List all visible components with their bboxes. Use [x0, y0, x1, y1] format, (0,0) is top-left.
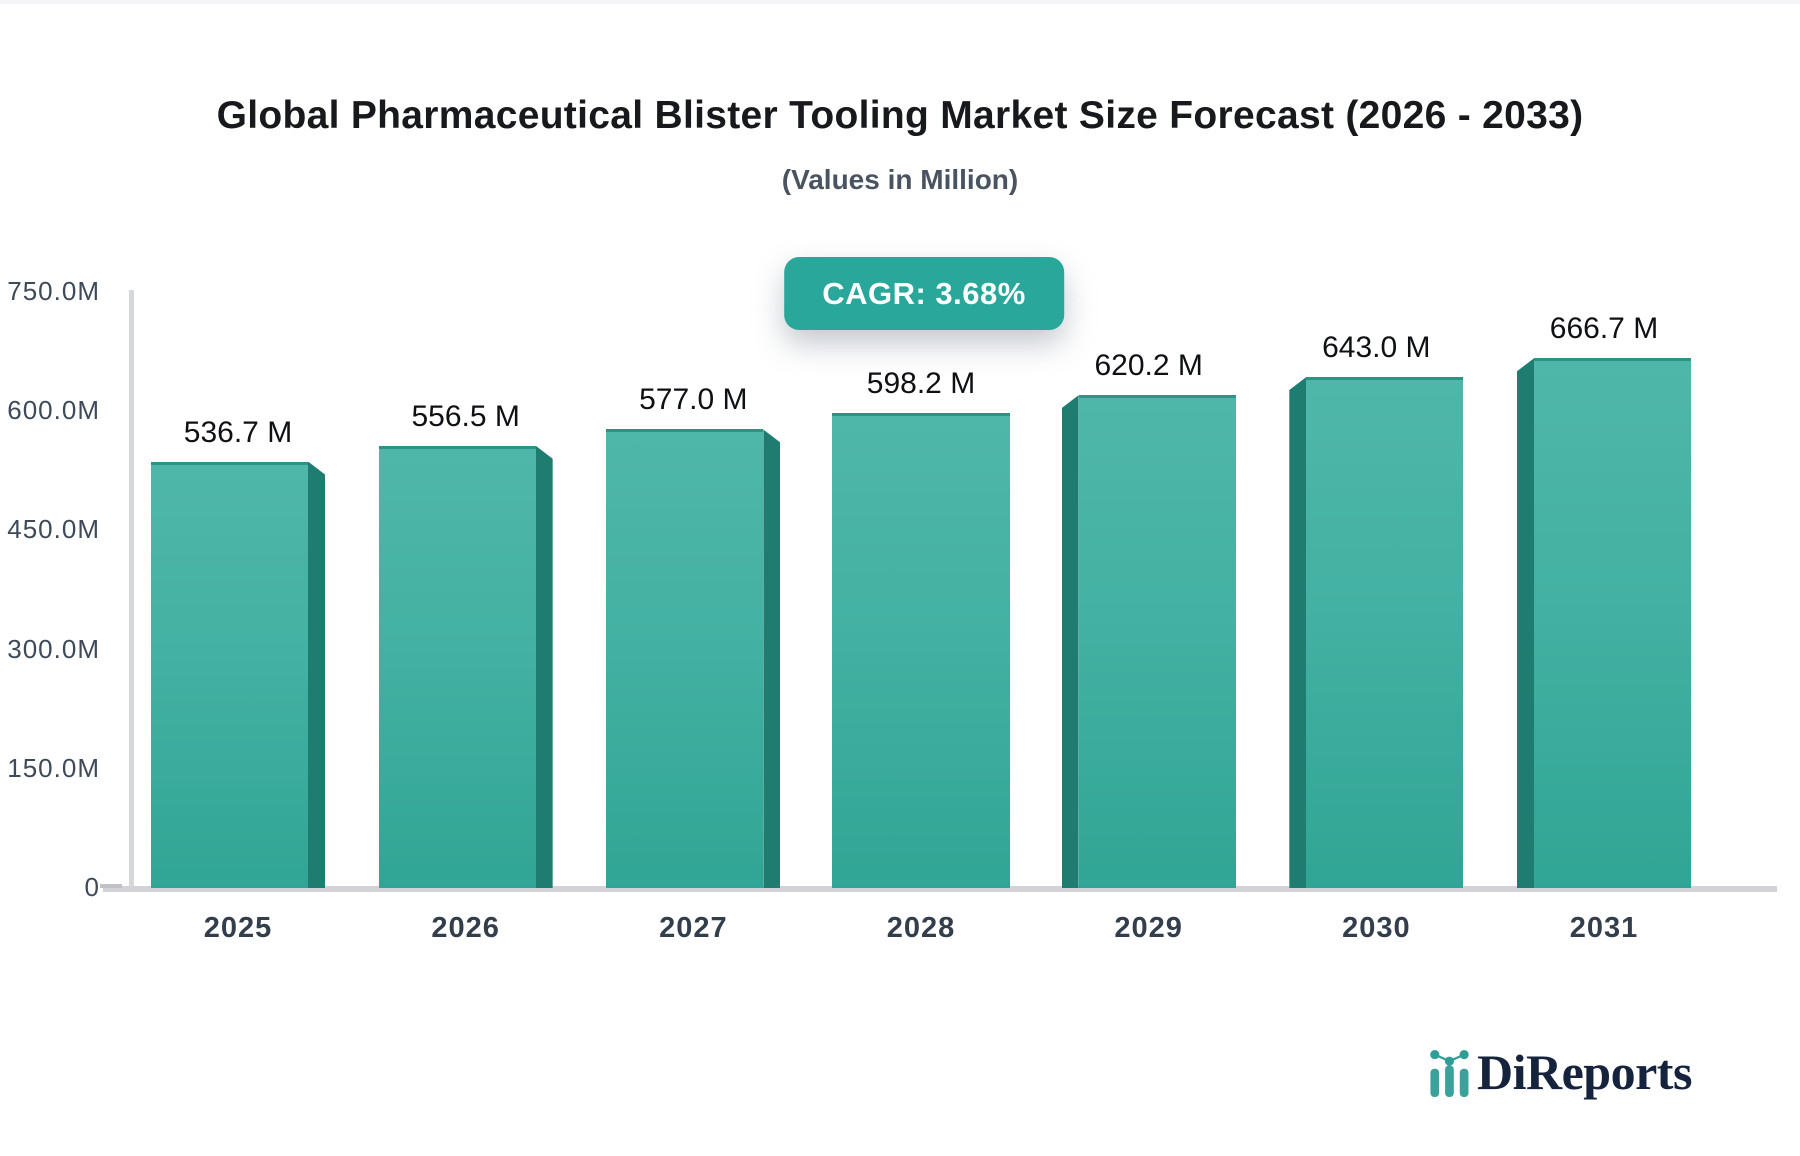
bar-face [832, 412, 1010, 888]
bar-value-label: 643.0 M [1322, 331, 1431, 365]
y-axis-line [129, 290, 134, 888]
bar-face [606, 429, 764, 888]
chart-title: Global Pharmaceutical Blister Tooling Ma… [216, 94, 1584, 137]
bar-side-3d [1289, 377, 1307, 888]
cagr-badge: CAGR: 3.68% [784, 257, 1064, 330]
bar-side-3d [763, 429, 781, 888]
y-axis-label: 300.0M [7, 633, 100, 664]
bar-face [1306, 377, 1464, 888]
logo-wordmark: DiReports [1477, 1044, 1692, 1100]
y-axis-label: 0 [84, 872, 100, 902]
x-axis-label: 2028 [886, 912, 956, 944]
bar [378, 445, 553, 888]
x-axis-label: 2031 [1569, 912, 1639, 944]
bar-value-label: 536.7 M [183, 415, 293, 449]
x-axis-label: 2030 [1342, 912, 1411, 944]
y-axis-label: 750.0M [7, 276, 100, 306]
bar-value-label: 598.2 M [866, 366, 976, 400]
bar-side-3d [535, 445, 553, 888]
bar-value-label: 620.2 M [1094, 349, 1203, 383]
x-axis-baseline [103, 886, 1777, 892]
y-axis-label: 150.0M [7, 752, 100, 783]
y-axis-label: 450.0M [7, 514, 100, 545]
bar [151, 461, 325, 888]
bar-face [378, 445, 536, 888]
bar [1061, 395, 1236, 888]
bar [606, 429, 781, 888]
top-edge-strip [0, 0, 1800, 4]
bar-chart-trend-icon [1430, 1050, 1469, 1097]
bar-side-3d [1517, 358, 1534, 888]
bar [1517, 358, 1691, 888]
x-axis-label: 2025 [203, 912, 273, 944]
bar-side-3d [308, 461, 325, 888]
bar-face [1534, 358, 1691, 888]
x-axis-label: 2029 [1114, 912, 1183, 944]
bar-face [151, 461, 308, 888]
bar-value-label: 556.5 M [411, 399, 520, 433]
x-axis-label: 2026 [431, 912, 500, 944]
zero-tick-mark [100, 884, 122, 888]
bar [832, 412, 1010, 888]
y-axis-label: 600.0M [7, 395, 100, 426]
chart-subtitle: (Values in Million) [781, 164, 1019, 195]
bar-value-label: 666.7 M [1549, 312, 1659, 346]
direports-logo: DiReports [1428, 1036, 1692, 1108]
x-axis-label: 2027 [659, 912, 728, 944]
bar [1289, 377, 1464, 888]
bar-face [1078, 395, 1236, 888]
bar-value-label: 577.0 M [639, 383, 748, 417]
bar-side-3d [1061, 395, 1079, 888]
